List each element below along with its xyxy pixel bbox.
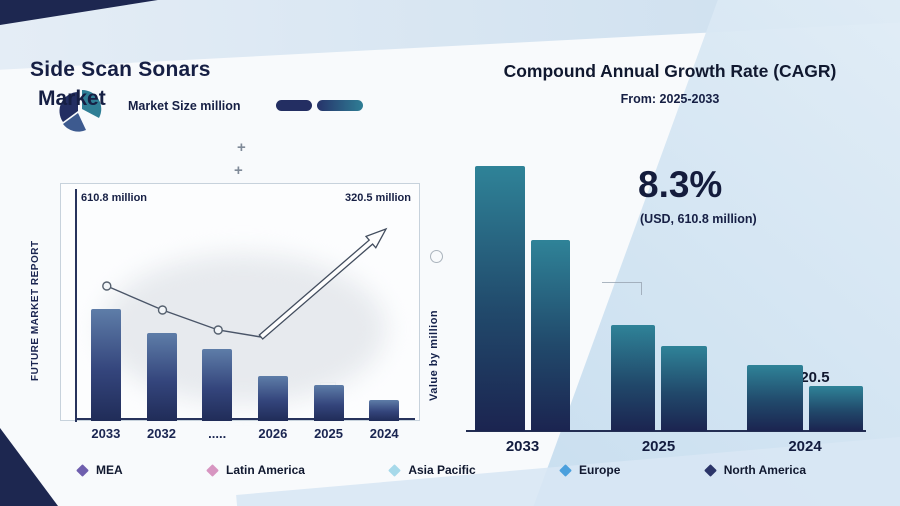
right-bar-2024-secondary — [809, 386, 863, 431]
legend-row: MEA Latin America Asia Pacific Europe North … — [76, 463, 806, 477]
legend-label: Asia Pacific — [408, 463, 476, 477]
left-bar-slot — [356, 400, 412, 421]
legend-diamond-icon — [559, 463, 572, 477]
legend-pills — [276, 100, 363, 111]
left-bar-slot — [189, 349, 245, 421]
legend-item-latin-america: Latin America — [206, 463, 305, 477]
legend-label: MEA — [96, 463, 123, 477]
left-x-label: 2024 — [369, 426, 399, 441]
left-x-label: 2026 — [258, 426, 288, 441]
right-bar-2025-primary — [610, 325, 655, 431]
pill-navy-icon — [276, 100, 312, 111]
background-corner-bottom-left — [0, 428, 58, 506]
cagr-subtitle: From: 2025-2033 — [620, 92, 720, 106]
legend-item-asia-pacific: Asia Pacific — [388, 463, 476, 477]
legend-diamond-icon — [703, 463, 717, 477]
left-chart-value-end: 320.5 million — [344, 192, 411, 204]
right-bar-group-2024 — [747, 365, 863, 431]
right-bar-group-2025 — [610, 325, 707, 431]
legend-label: Europe — [579, 463, 621, 477]
right-bar-2033-primary — [475, 166, 525, 431]
right-x-label: 2025 — [641, 438, 676, 455]
legend-diamond-icon — [76, 463, 89, 477]
step-line-icon — [602, 282, 642, 295]
page-title-line1: Side Scan Sonars — [30, 58, 211, 81]
right-bar-2025-secondary — [660, 346, 707, 431]
trend-marker-dot — [213, 325, 223, 335]
left-chart-bars — [78, 307, 412, 421]
trend-marker-dot — [157, 305, 168, 315]
background-ribbon-top-left — [0, 0, 187, 29]
pie-chart-icon — [56, 89, 104, 137]
left-x-label: 2032 — [147, 426, 176, 441]
left-chart-xlabels: 2033 2032..... 2026 2025 2024 — [78, 426, 412, 441]
left-bar-2025 — [313, 385, 344, 421]
right-x-label: 2024 — [788, 438, 822, 455]
right-chart-baseline — [466, 430, 866, 432]
left-chart-y-axis — [75, 189, 77, 422]
right-bar-2033-secondary — [531, 240, 570, 431]
left-chart-value-start: 610.8 million — [81, 192, 148, 204]
cagr-title: Compound Annual Growth Rate (CAGR) — [503, 61, 837, 81]
legend-diamond-icon — [206, 463, 219, 477]
left-bar-2026 — [257, 376, 288, 421]
left-bar-2033 — [90, 309, 121, 421]
right-bar-2024-primary — [747, 365, 803, 431]
left-bar-slot — [245, 376, 301, 421]
right-chart-side-label: Value by million — [428, 309, 440, 401]
trend-overlay — [102, 227, 388, 340]
right-chart-xlabels: 2033 2025 2024 — [475, 438, 863, 455]
plus-icon: + — [234, 162, 243, 179]
left-bar-2024 — [369, 400, 400, 421]
trend-marker-dot — [102, 281, 112, 291]
left-bar-slot — [78, 309, 134, 421]
left-chart-x-axis — [75, 418, 415, 420]
plus-icon: + — [237, 139, 246, 156]
trend-arrow-icon — [258, 227, 388, 340]
cagr-value: 8.3% — [638, 164, 723, 205]
trend-line — [106, 285, 262, 338]
market-size-label: Market Size million — [128, 99, 241, 113]
circle-icon — [430, 250, 443, 263]
right-x-label: 2033 — [505, 438, 540, 455]
left-x-label: ..... — [208, 426, 227, 441]
right-chart-bars — [475, 166, 863, 431]
page-title-line2: Market — [38, 87, 106, 110]
legend-diamond-icon — [388, 463, 402, 477]
legend-label: Latin America — [226, 463, 305, 477]
left-bar-slot — [134, 333, 190, 421]
legend-item-europe: Europe — [559, 463, 621, 477]
right-bar-group-2033 — [475, 166, 570, 431]
left-x-label: 2025 — [314, 426, 343, 441]
left-bar-2032 — [146, 333, 177, 421]
legend-label: North America — [723, 463, 806, 477]
cagr-detail: (USD, 610.8 million) — [640, 212, 757, 226]
left-bar-..... — [202, 349, 233, 421]
legend-item-mea: MEA — [76, 463, 123, 477]
legend-item-north-america: North America — [703, 463, 806, 477]
left-x-label: 2033 — [91, 426, 121, 441]
pill-gradient-icon — [317, 100, 363, 111]
left-chart-side-label: FUTURE MARKET REPORT — [30, 240, 41, 382]
left-bar-slot — [301, 385, 357, 421]
